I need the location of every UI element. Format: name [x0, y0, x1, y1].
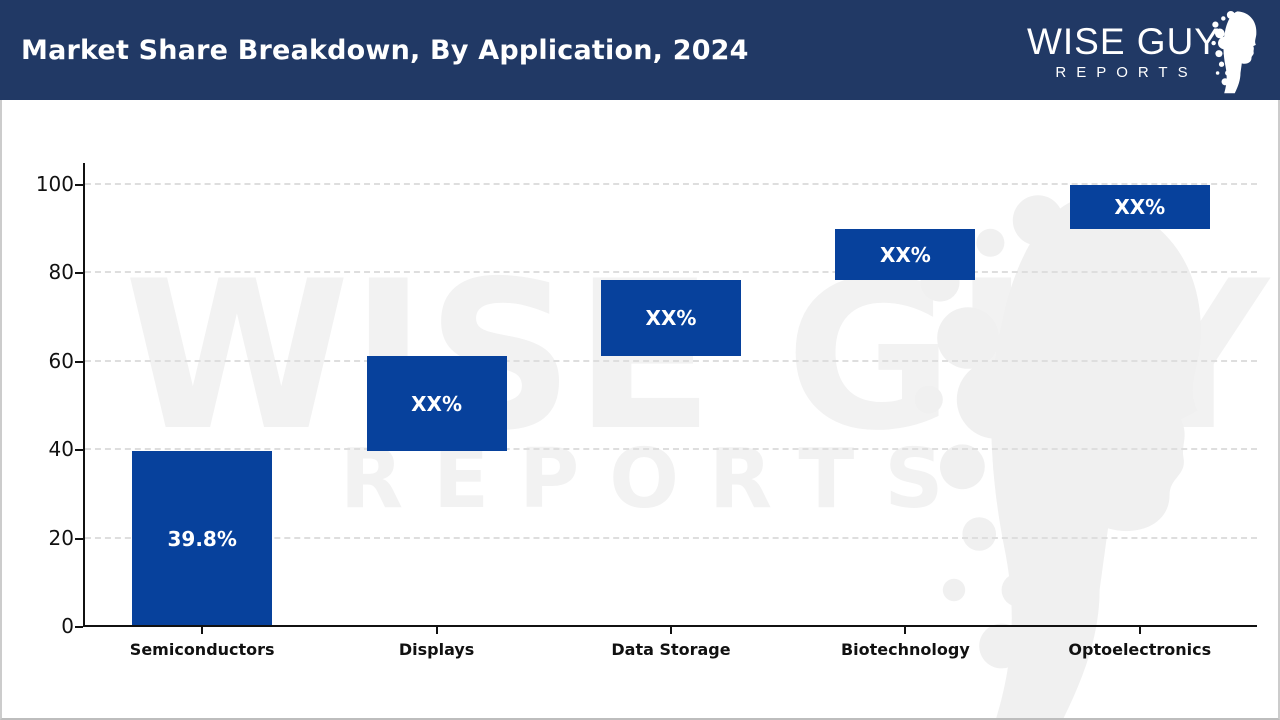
gridline — [85, 448, 1257, 451]
brand-logo: WISE GUY REPORTS — [1027, 6, 1266, 96]
gridline — [85, 359, 1257, 362]
bar-semiconductors: 39.8% — [132, 451, 273, 627]
y-tick-label: 40 — [48, 437, 74, 462]
x-category-label: Semiconductors — [129, 640, 275, 659]
x-category-label: Optoelectronics — [1068, 640, 1212, 659]
bar-value-label: XX% — [879, 242, 931, 267]
brand-name: WISE GUY — [1026, 21, 1220, 62]
gridline — [85, 271, 1257, 274]
bar-displays: XX% — [366, 356, 507, 452]
x-axis-line — [83, 625, 1257, 627]
header-banner: Market Share Breakdown, By Application, … — [0, 0, 1280, 100]
x-axis-tick — [1138, 627, 1141, 634]
x-axis-tick — [670, 627, 672, 634]
bar-value-label: XX% — [411, 391, 463, 416]
y-tick-label: 60 — [48, 348, 74, 373]
x-axis-tick — [201, 627, 204, 634]
y-axis-tick — [75, 272, 83, 275]
bar-value-label: XX% — [1114, 195, 1166, 220]
bar-value-label: XX% — [645, 306, 697, 331]
bar-value-label: 39.8% — [167, 527, 237, 552]
bar-data-storage: XX% — [601, 280, 741, 357]
x-category-label: Biotechnology — [840, 640, 970, 659]
y-axis-tick-labels: 0 20 40 60 80 100 — [26, 100, 74, 638]
x-category-label: Displays — [398, 640, 475, 659]
y-axis-tick — [75, 537, 83, 540]
y-tick-label: 20 — [48, 525, 74, 550]
y-axis-tick — [75, 449, 83, 452]
brand-logo-text: WISE GUY REPORTS — [1027, 21, 1220, 81]
bar-biotechnology: XX% — [835, 229, 976, 281]
plot-area: 39.8% XX% XX% XX% XX% — [85, 100, 1257, 627]
x-category-label: Data Storage — [611, 640, 731, 659]
gridline — [85, 536, 1257, 539]
y-tick-label: 80 — [48, 260, 74, 285]
gridline — [85, 183, 1257, 185]
y-axis-tick — [75, 360, 83, 363]
x-axis-tick — [435, 627, 438, 634]
bar-optoelectronics: XX% — [1069, 185, 1210, 230]
x-axis-tick — [904, 627, 907, 634]
y-axis-tick — [75, 184, 83, 186]
x-axis-category-labels: Semiconductors Displays Data Storage Biotec… — [85, 640, 1257, 666]
y-axis-tick — [75, 626, 83, 628]
watermark-head-icon — [914, 195, 1201, 718]
page-title: Market Share Breakdown, By Application, … — [21, 34, 749, 66]
chart-canvas: WISE GUY REPORTS 39.8% XX% XX% XX% XX% 0 20 40… — [0, 100, 1280, 720]
y-tick-label: 100 — [35, 172, 74, 196]
y-tick-label: 0 — [61, 614, 74, 638]
logo-head-icon — [1211, 10, 1257, 94]
brand-subtitle: REPORTS — [1055, 64, 1198, 81]
y-axis-line — [83, 163, 85, 627]
